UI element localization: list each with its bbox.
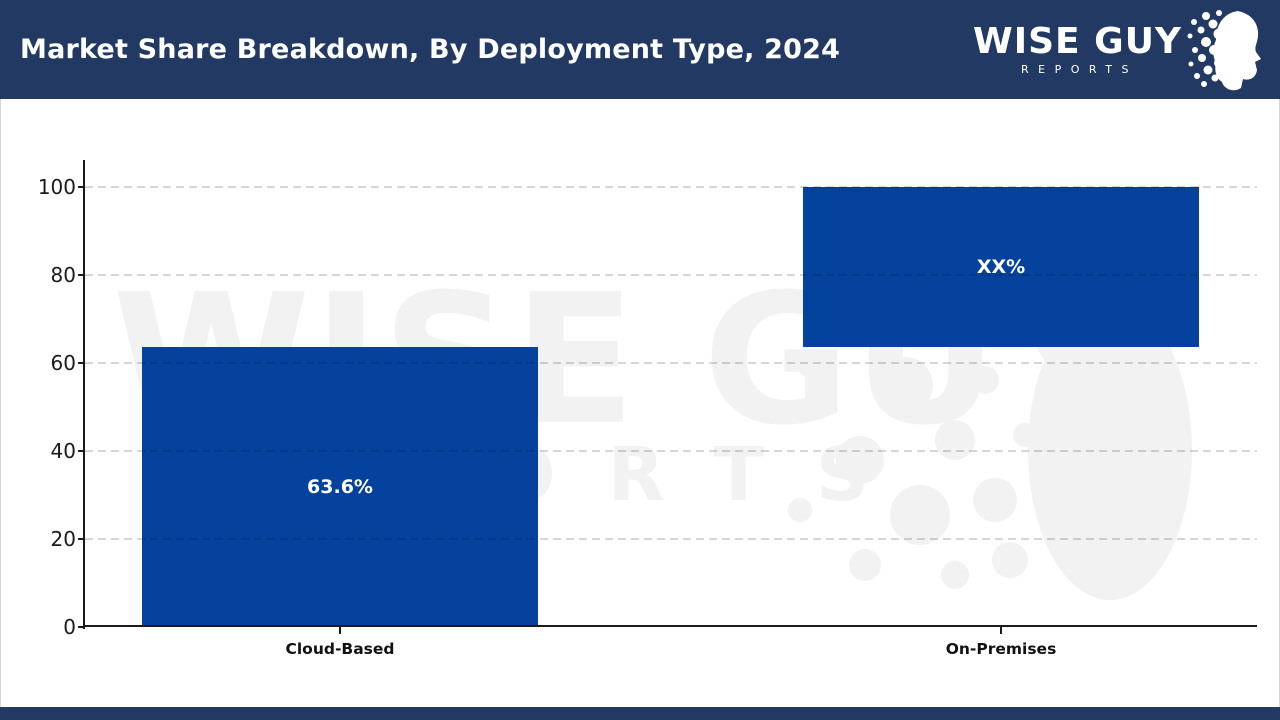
x-axis-category-label: Cloud-Based	[285, 640, 395, 658]
x-axis-category-label: On-Premises	[945, 640, 1057, 658]
gridline	[85, 273, 1257, 276]
y-axis-tick-label: 60	[50, 350, 76, 375]
watermark-head-icon	[788, 300, 1192, 600]
bar-on-premises[interactable]	[803, 186, 1199, 347]
header-bar: Market Share Breakdown, By Deployment Ty…	[0, 0, 1280, 99]
y-axis-tick-label: 40	[50, 438, 76, 463]
bar-value-label: 63.6%	[307, 475, 373, 498]
gridline	[85, 185, 1257, 188]
bar-value-label: XX%	[976, 255, 1026, 278]
y-axis-tick-mark	[78, 361, 85, 364]
bar-chart: 0 20 40 60 80 100 63.6% Cloud-Based XX% On-Premis…	[0, 99, 1280, 707]
y-axis-tick-mark	[78, 185, 85, 188]
gridline	[85, 537, 1257, 540]
x-axis-spine	[83, 625, 1257, 627]
logo-head-icon	[1187, 9, 1261, 90]
y-axis-tick-label: 0	[63, 615, 76, 639]
y-axis-tick-mark	[78, 537, 85, 540]
footer-bar	[0, 707, 1280, 720]
gridline	[85, 449, 1257, 452]
y-axis-tick-label: 80	[50, 262, 76, 287]
x-axis-tick-mark	[1000, 627, 1002, 634]
x-axis-tick-mark	[339, 627, 341, 634]
y-axis-tick-mark	[78, 449, 85, 452]
wise-guy-reports-logo: WISE GUY REPORTS	[973, 8, 1262, 92]
logo-subtext: REPORTS	[1021, 63, 1138, 76]
chart-title: Market Share Breakdown, By Deployment Ty…	[20, 34, 841, 65]
y-axis-tick-mark	[78, 273, 85, 276]
logo-wordmark: WISE GUY	[972, 21, 1182, 62]
bar-cloud-based[interactable]	[142, 346, 538, 627]
gridline	[85, 361, 1257, 364]
y-axis-tick-label: 100	[37, 174, 76, 199]
y-axis-tick-mark	[78, 626, 85, 628]
y-axis-spine	[83, 160, 85, 629]
y-axis-tick-label: 20	[50, 526, 76, 551]
